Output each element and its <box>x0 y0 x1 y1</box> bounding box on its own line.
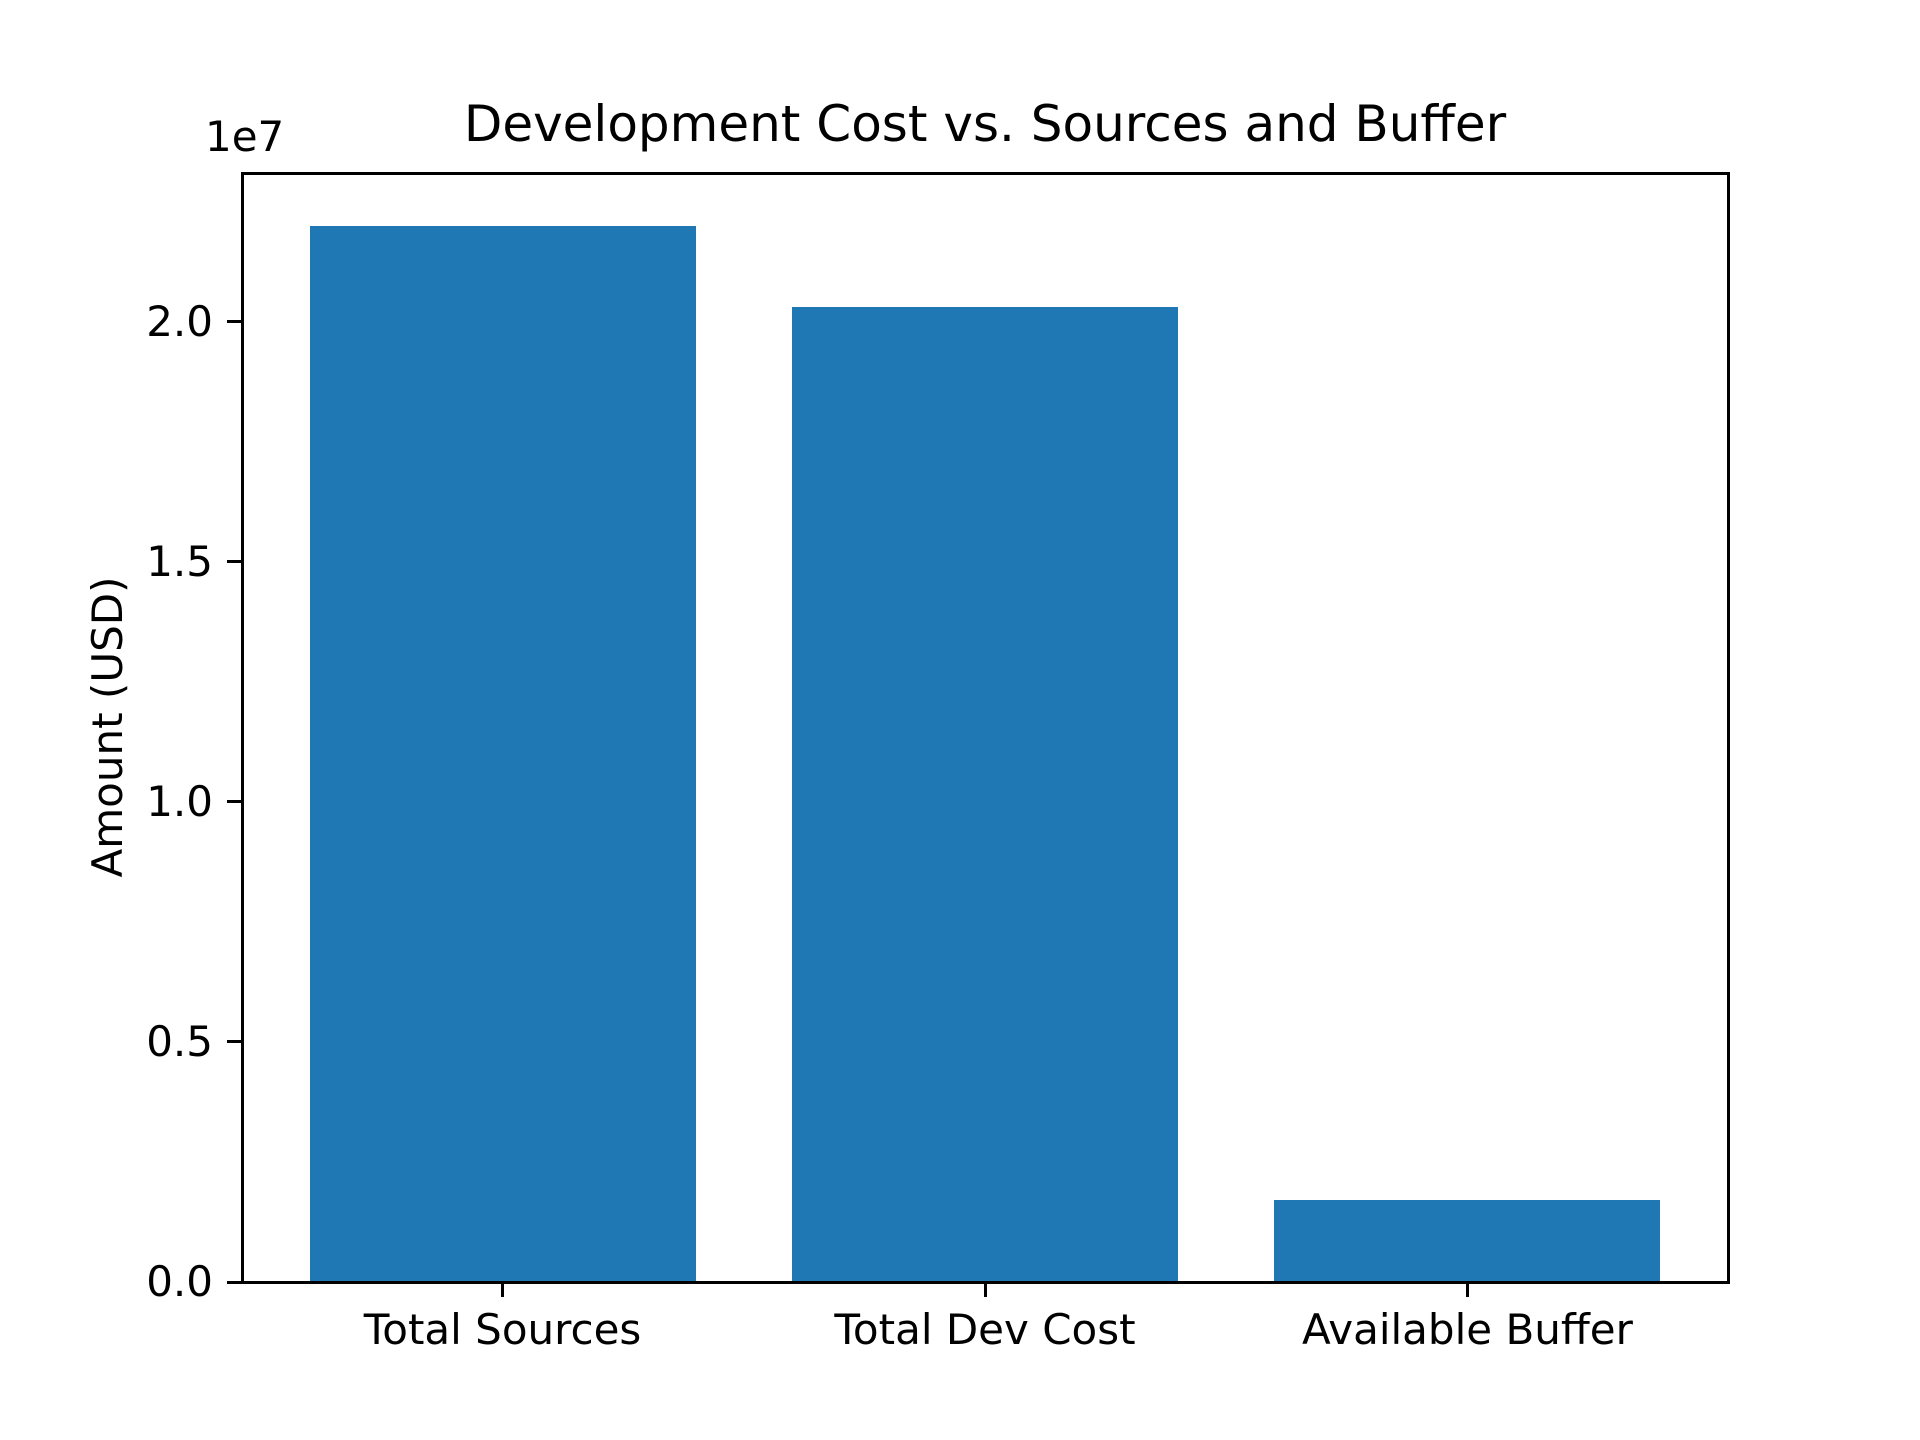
x-tick-label-total-sources: Total Sources <box>363 1305 642 1354</box>
y-tick-label-1-5: 1.5 <box>146 536 213 586</box>
y-tick-mark <box>227 800 242 804</box>
bar-total-sources <box>309 225 696 1282</box>
bar-available-buffer <box>1274 1200 1661 1282</box>
y-tick-label-0-5: 0.5 <box>146 1016 213 1066</box>
y-tick-label-0-0: 0.0 <box>146 1257 213 1306</box>
y-tick-mark <box>227 560 242 564</box>
y-tick-mark <box>227 1040 242 1044</box>
x-tick-mark <box>1465 1282 1469 1297</box>
bar-total-dev-cost <box>792 307 1178 1282</box>
x-tick-mark <box>983 1282 987 1297</box>
y-axis-label: Amount (USD) <box>83 576 132 878</box>
x-tick-label-available-buffer: Available Buffer <box>1301 1305 1633 1354</box>
plot-area <box>242 173 1728 1282</box>
y-tick-label-2-0: 2.0 <box>146 296 213 346</box>
y-tick-mark <box>227 1280 242 1284</box>
y-tick-mark <box>227 320 242 324</box>
x-tick-mark <box>501 1282 505 1297</box>
chart-title: Development Cost vs. Sources and Buffer <box>463 95 1507 153</box>
x-tick-label-total-dev-cost: Total Dev Cost <box>834 1305 1136 1354</box>
y-tick-label-1-0: 1.0 <box>146 776 213 826</box>
y-axis-offset-label: 1e7 <box>205 112 285 161</box>
